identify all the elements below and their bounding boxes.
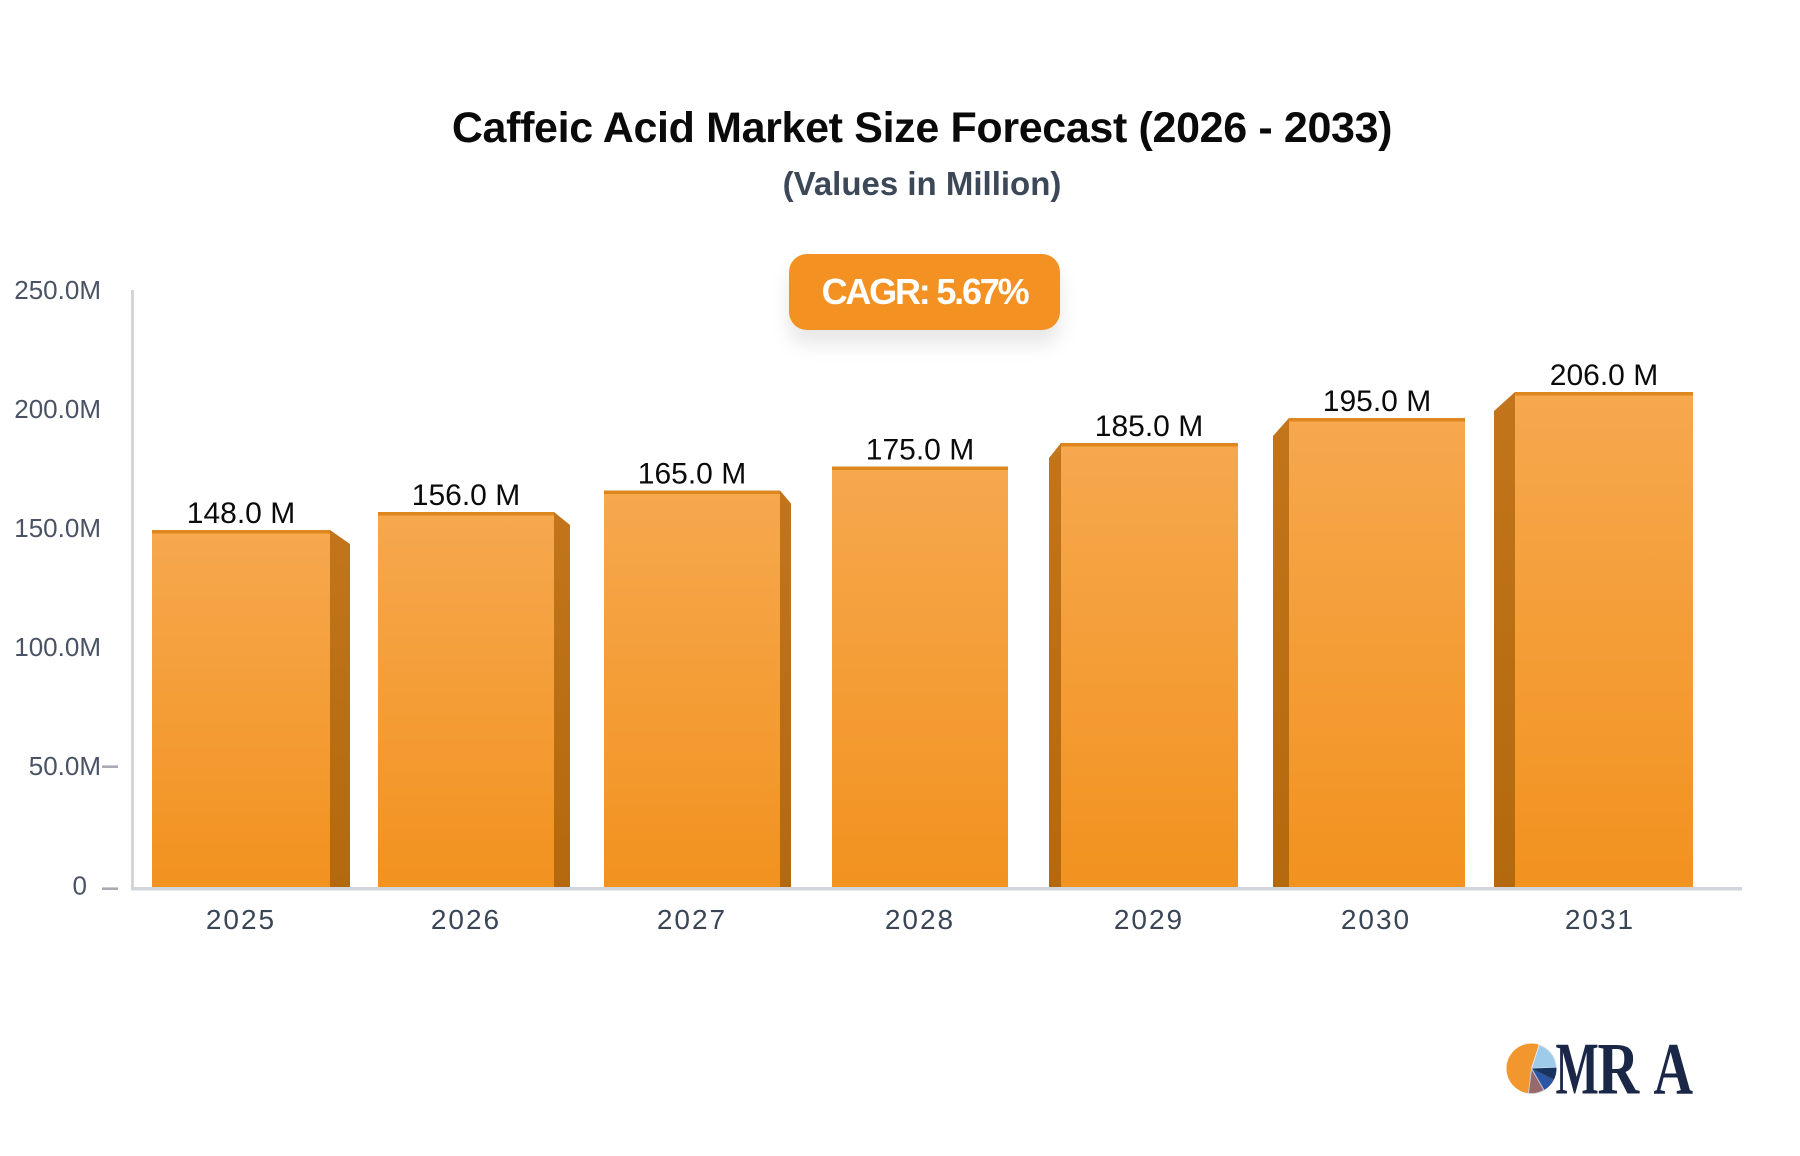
- svg-text:0: 0: [73, 871, 87, 901]
- svg-text:206.0 M: 206.0 M: [1550, 359, 1658, 392]
- svg-text:2028: 2028: [885, 904, 955, 935]
- svg-text:2029: 2029: [1114, 904, 1184, 935]
- svg-text:M: M: [1556, 1028, 1599, 1110]
- svg-text:2025: 2025: [206, 904, 276, 935]
- svg-text:165.0 M: 165.0 M: [638, 458, 746, 491]
- svg-text:50.0M: 50.0M: [29, 751, 101, 781]
- svg-text:A: A: [1654, 1029, 1694, 1111]
- svg-text:150.0M: 150.0M: [14, 513, 101, 543]
- svg-text:2031: 2031: [1565, 904, 1635, 935]
- svg-text:R: R: [1598, 1029, 1641, 1110]
- svg-text:175.0 M: 175.0 M: [866, 434, 974, 467]
- svg-text:100.0M: 100.0M: [14, 632, 101, 662]
- svg-text:156.0 M: 156.0 M: [412, 479, 520, 512]
- svg-text:2026: 2026: [431, 904, 501, 935]
- svg-text:250.0M: 250.0M: [14, 275, 101, 305]
- svg-text:148.0 M: 148.0 M: [187, 497, 295, 530]
- svg-text:2027: 2027: [657, 904, 727, 935]
- svg-text:185.0 M: 185.0 M: [1095, 410, 1203, 443]
- svg-text:2030: 2030: [1341, 904, 1411, 935]
- svg-text:195.0 M: 195.0 M: [1323, 385, 1431, 418]
- svg-text:200.0M: 200.0M: [14, 394, 101, 424]
